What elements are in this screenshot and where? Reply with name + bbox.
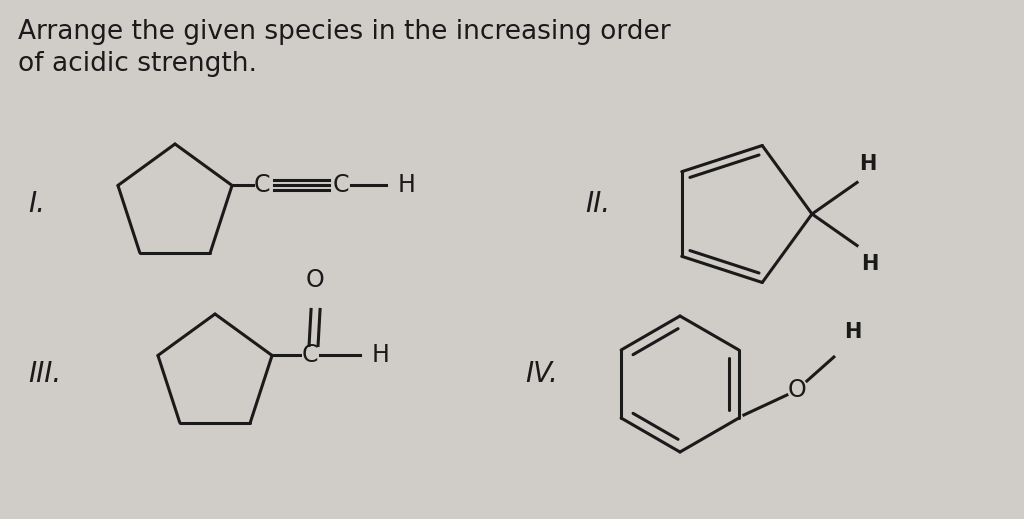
Text: IV.: IV. <box>525 360 558 388</box>
Text: of acidic strength.: of acidic strength. <box>18 51 257 77</box>
Text: H: H <box>844 322 861 342</box>
Text: O: O <box>306 268 325 293</box>
Text: I.: I. <box>28 190 45 218</box>
Text: C: C <box>333 173 349 197</box>
Text: H: H <box>398 173 416 197</box>
Text: II.: II. <box>585 190 610 218</box>
Text: III.: III. <box>28 360 61 388</box>
Text: Arrange the given species in the increasing order: Arrange the given species in the increas… <box>18 19 671 45</box>
Text: C: C <box>302 344 318 367</box>
Text: C: C <box>254 173 270 197</box>
Text: H: H <box>859 155 877 174</box>
Text: H: H <box>372 344 390 367</box>
Text: H: H <box>861 254 879 274</box>
Text: O: O <box>787 378 806 402</box>
